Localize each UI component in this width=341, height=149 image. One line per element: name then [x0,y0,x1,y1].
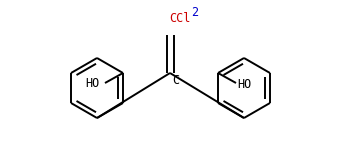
Text: CCl: CCl [169,11,190,24]
Text: HO: HO [85,77,99,90]
Text: 2: 2 [191,7,198,20]
Text: HO: HO [237,77,251,90]
Text: C: C [172,73,179,87]
